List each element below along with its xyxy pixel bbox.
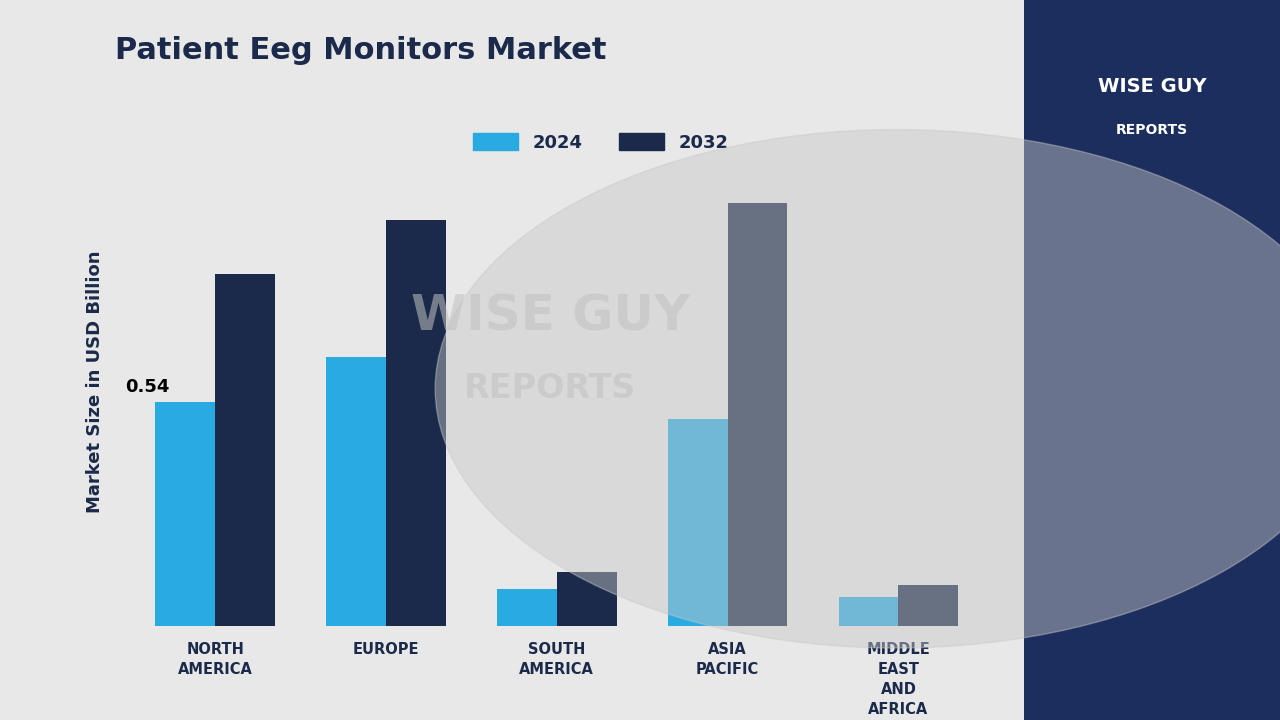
Y-axis label: Market Size in USD Billion: Market Size in USD Billion	[86, 251, 104, 513]
Bar	[668, 419, 727, 626]
Bar	[387, 220, 445, 626]
Bar	[838, 598, 899, 626]
Circle shape	[435, 130, 1280, 648]
Text: WISE GUY: WISE GUY	[411, 293, 690, 341]
Legend: 2024, 2032: 2024, 2032	[466, 126, 736, 159]
Text: WISE GUY: WISE GUY	[1098, 77, 1206, 96]
Text: REPORTS: REPORTS	[465, 372, 636, 405]
Text: 0.54: 0.54	[125, 378, 170, 396]
Bar	[155, 402, 215, 626]
Bar	[215, 274, 275, 626]
Bar	[326, 356, 387, 626]
Text: Patient Eeg Monitors Market: Patient Eeg Monitors Market	[115, 36, 607, 65]
Bar	[557, 572, 617, 626]
Bar	[727, 203, 787, 626]
Text: REPORTS: REPORTS	[1116, 122, 1188, 137]
Bar	[497, 589, 557, 626]
Bar	[899, 585, 959, 626]
